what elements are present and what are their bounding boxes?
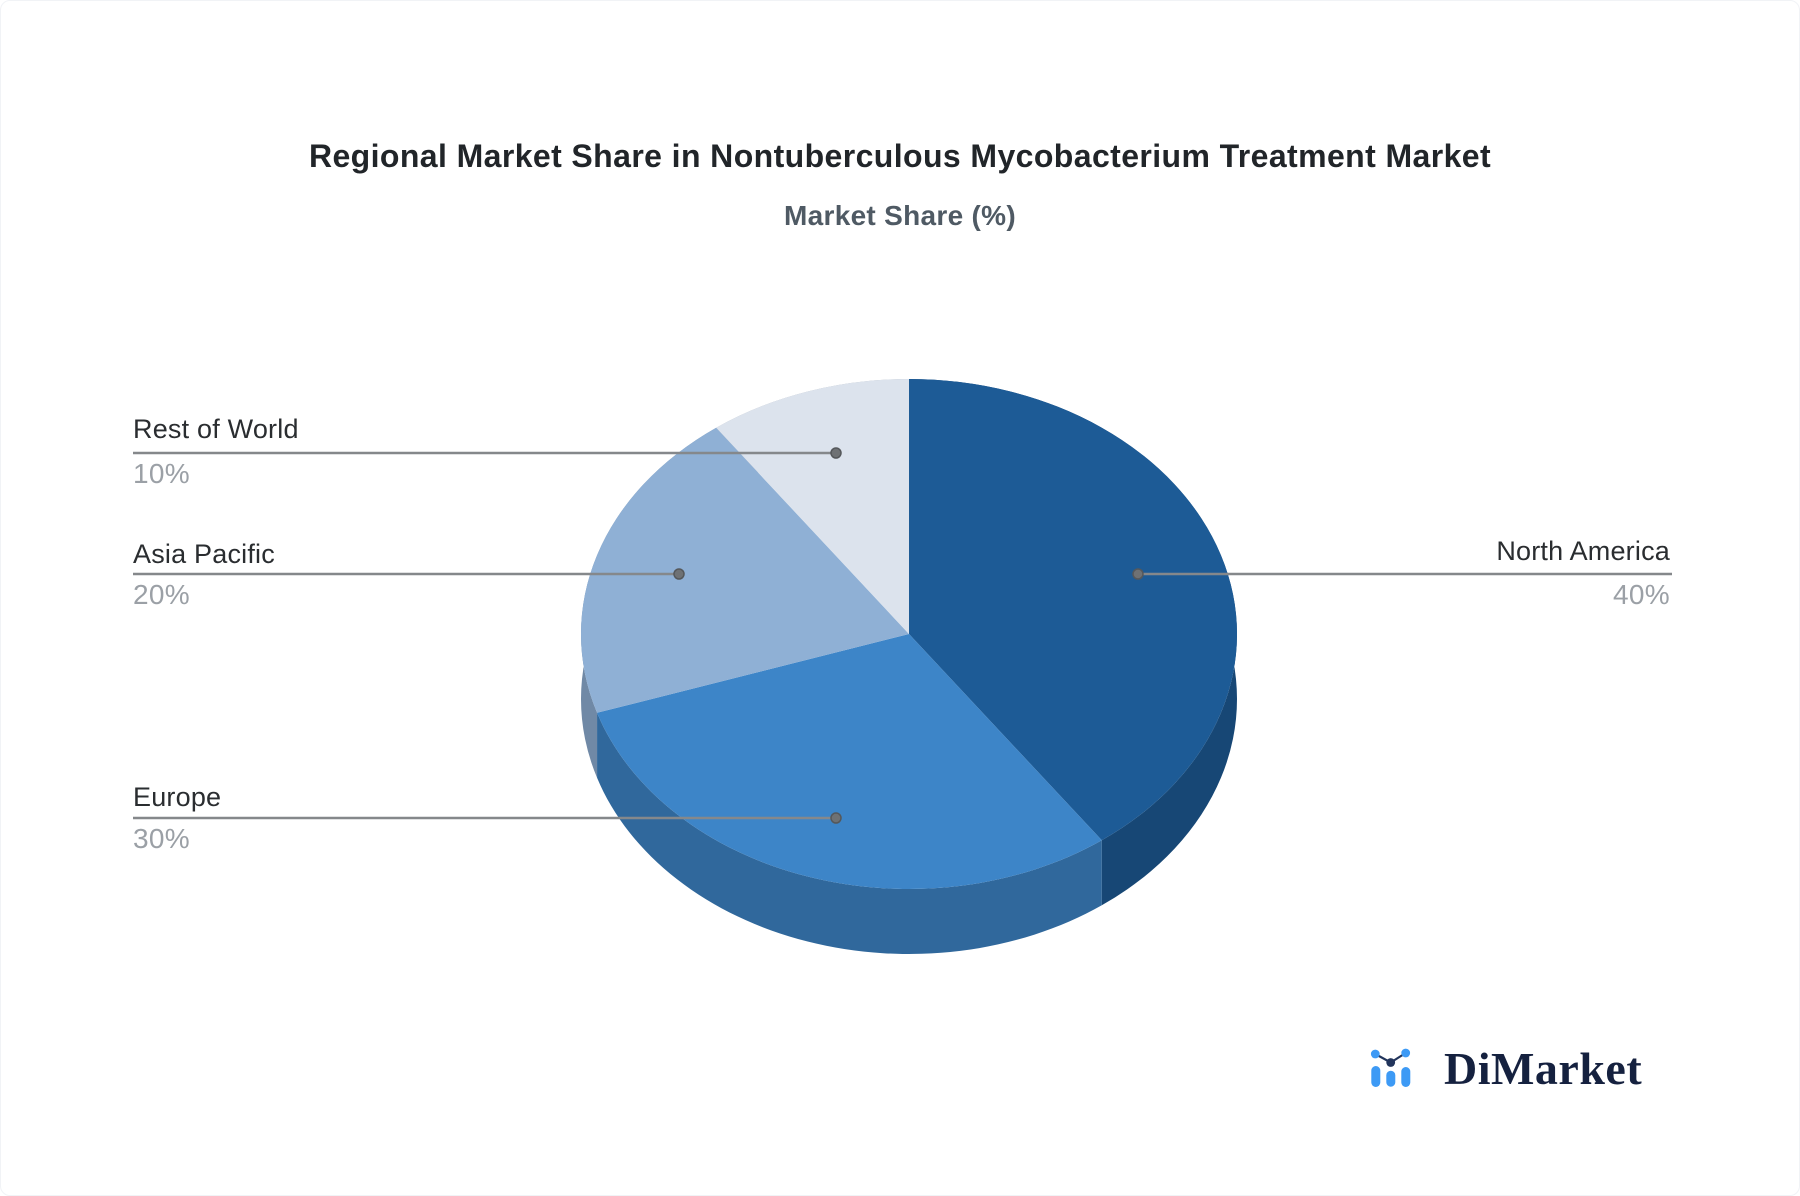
pie-slice-rest-of-world[interactable] — [716, 379, 909, 634]
callout-label-europe: Europe — [133, 782, 222, 812]
brand-name: DiMarket — [1444, 1043, 1643, 1094]
callout-value-north-america: 40% — [1613, 579, 1670, 610]
pie-slice-europe[interactable] — [597, 634, 1102, 889]
chart-title: Regional Market Share in Nontuberculous … — [308, 138, 1492, 174]
pie-tops — [580, 379, 1237, 889]
pie-slice-asia-pacific[interactable] — [580, 427, 909, 713]
callout-label-north-america: North America — [1496, 536, 1670, 566]
callout-value-rest-of-world: 10% — [133, 458, 190, 489]
leader-dot-north-america — [1132, 568, 1144, 580]
chart-subtitle: Market Share (%) — [784, 200, 1016, 231]
callout-label-rest-of-world: Rest of World — [133, 414, 299, 444]
callout-value-europe: 30% — [133, 823, 190, 854]
leader-dot-europe — [830, 812, 842, 824]
pie-wall-europe — [597, 712, 1102, 954]
callout-leaders — [133, 447, 1672, 824]
leader-dot-asia-pacific — [673, 568, 685, 580]
leader-dot-rest-of-world — [830, 447, 842, 459]
pie-slice-north-america[interactable] — [909, 379, 1237, 841]
callout-value-asia-pacific: 20% — [133, 579, 190, 610]
logo-chart-icon — [1370, 1048, 1411, 1087]
callout-label-asia-pacific: Asia Pacific — [133, 539, 275, 569]
brand-logo[interactable]: DiMarket — [1367, 1043, 1642, 1092]
